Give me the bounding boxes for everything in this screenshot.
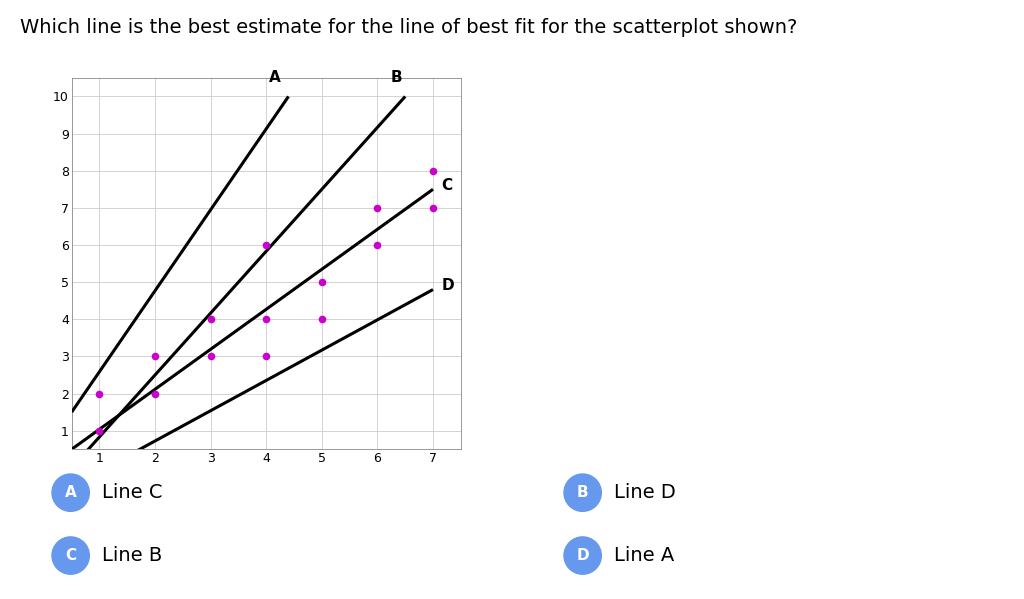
- Text: A: A: [268, 70, 281, 85]
- Point: [425, 203, 441, 213]
- Text: Line C: Line C: [102, 483, 163, 502]
- Text: Line A: Line A: [614, 546, 675, 565]
- Circle shape: [52, 474, 89, 512]
- Point: [258, 240, 274, 250]
- Point: [146, 389, 163, 398]
- Circle shape: [564, 474, 601, 512]
- Point: [146, 352, 163, 361]
- Text: D: D: [577, 548, 589, 563]
- Point: [91, 389, 108, 398]
- Circle shape: [52, 537, 89, 574]
- Point: [258, 352, 274, 361]
- Point: [258, 314, 274, 324]
- Text: Line D: Line D: [614, 483, 676, 502]
- Point: [425, 166, 441, 176]
- Circle shape: [564, 537, 601, 574]
- Text: Which line is the best estimate for the line of best fit for the scatterplot sho: Which line is the best estimate for the …: [20, 18, 798, 37]
- Text: C: C: [441, 178, 453, 193]
- Text: D: D: [441, 279, 454, 294]
- Text: Line B: Line B: [102, 546, 163, 565]
- Point: [370, 203, 386, 213]
- Point: [370, 240, 386, 250]
- Point: [91, 426, 108, 435]
- Text: A: A: [65, 485, 77, 500]
- Text: B: B: [577, 485, 589, 500]
- Point: [203, 314, 219, 324]
- Point: [203, 352, 219, 361]
- Point: [313, 314, 330, 324]
- Point: [313, 277, 330, 287]
- Text: C: C: [66, 548, 76, 563]
- Text: B: B: [391, 70, 402, 85]
